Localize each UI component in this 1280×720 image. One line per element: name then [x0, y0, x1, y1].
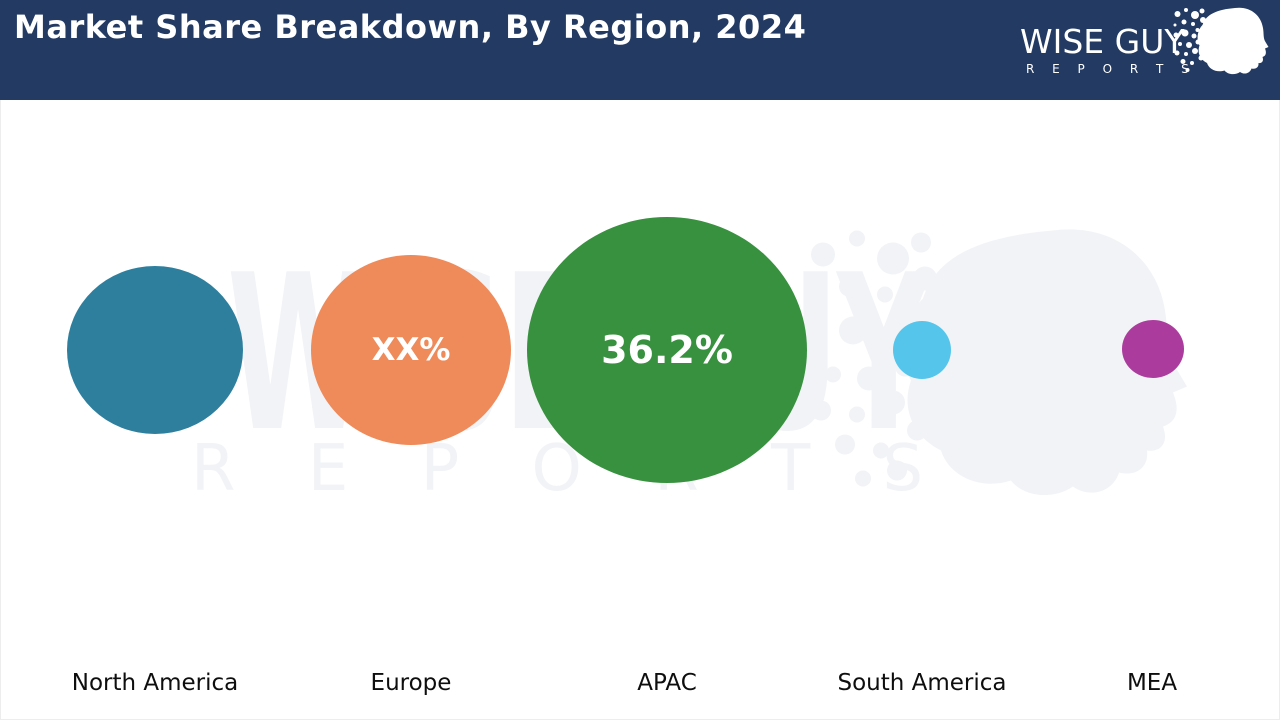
bubble-mea: [1122, 320, 1184, 378]
bubble-apac: 36.2%: [527, 217, 807, 483]
watermark-face-icon: [793, 212, 1193, 577]
category-label-europe: Europe: [370, 670, 452, 696]
header-bar: Market Share Breakdown, By Region, 2024 …: [0, 0, 1280, 100]
logo-reports-text: R E P O R T S: [1026, 62, 1196, 76]
bubble-north-america: [67, 266, 243, 434]
category-label-south-america: South America: [837, 670, 1007, 696]
chart-area: WISE GUY R E P O R T S XX% 36.2%: [0, 100, 1280, 720]
category-label-apac: APAC: [637, 670, 697, 696]
category-label-north-america: North America: [71, 670, 239, 696]
logo-face-icon: [1170, 2, 1270, 96]
logo-wordmark: WISE GUY: [1020, 22, 1185, 61]
bubble-europe: XX%: [311, 255, 511, 445]
watermark-reports: R E P O R T S: [191, 432, 950, 506]
wise-guy-logo: WISE GUY R E P O R T S: [1020, 0, 1270, 100]
page-title: Market Share Breakdown, By Region, 2024: [14, 8, 807, 46]
category-label-mea: MEA: [1126, 670, 1178, 696]
bubble-value-label: XX%: [371, 332, 451, 368]
bubble-value-label: 36.2%: [601, 328, 733, 372]
bubble-south-america: [893, 321, 951, 379]
